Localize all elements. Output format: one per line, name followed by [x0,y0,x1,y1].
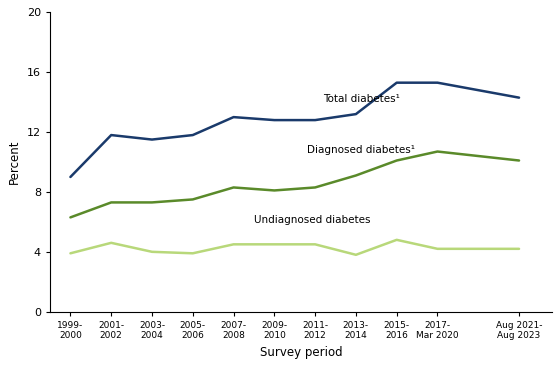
Text: Undiagnosed diabetes: Undiagnosed diabetes [254,215,371,225]
Text: Diagnosed diabetes¹: Diagnosed diabetes¹ [307,145,415,155]
Text: Total diabetes¹: Total diabetes¹ [323,94,400,103]
X-axis label: Survey period: Survey period [259,346,342,359]
Y-axis label: Percent: Percent [8,140,21,184]
